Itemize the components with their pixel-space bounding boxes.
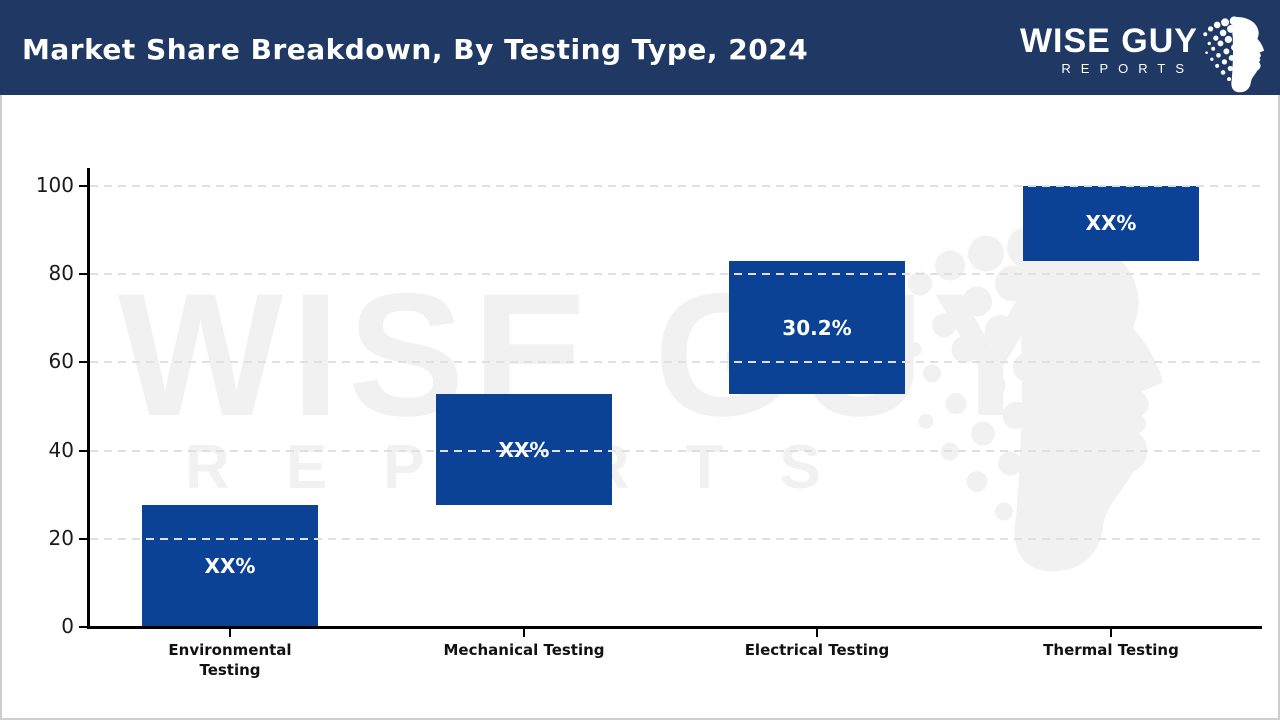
y-tick-label: 80: [48, 261, 74, 286]
x-category-label-line: Environmental: [168, 641, 292, 659]
bar-value-label: 30.2%: [782, 315, 852, 340]
x-tick-mark: [229, 629, 231, 637]
y-tick-mark: [79, 273, 88, 276]
x-category-label: Electrical Testing: [697, 640, 937, 660]
watermark-head-icon: [887, 226, 1163, 572]
head-dots-icon: [1203, 16, 1265, 93]
gridline: [90, 537, 1262, 540]
x-tick-mark: [1110, 629, 1112, 637]
y-tick-mark: [79, 185, 88, 187]
page-title: Market Share Breakdown, By Testing Type,…: [22, 33, 809, 66]
x-category-label: Mechanical Testing: [404, 640, 644, 660]
x-category-label: Environmental Testing: [110, 640, 350, 680]
y-tick-mark: [79, 626, 88, 628]
y-tick-mark: [79, 361, 88, 364]
brand-wordmark: WISE GUY: [1019, 22, 1198, 60]
bar: 30.2%: [729, 260, 905, 395]
brand-subtitle: REPORTS: [1061, 61, 1194, 76]
brand-logo: WISE GUY REPORTS: [1020, 8, 1266, 93]
bar-value-label: XX%: [204, 554, 256, 579]
x-category-label-line: Electrical Testing: [744, 641, 890, 659]
y-axis-spine: [87, 168, 90, 629]
gridline: [90, 185, 1262, 187]
x-category-label-line: Testing: [199, 661, 261, 679]
x-tick-mark: [816, 629, 818, 637]
gridline: [90, 361, 1262, 364]
header-bar: Market Share Breakdown, By Testing Type,…: [0, 0, 1280, 95]
y-tick-label: 40: [48, 437, 74, 462]
x-tick-mark: [523, 629, 525, 637]
y-tick-mark: [79, 449, 88, 452]
x-axis-spine: [88, 626, 1262, 629]
y-tick-label: 0: [61, 614, 74, 638]
gridline: [90, 273, 1262, 276]
x-category-label-line: Mechanical Testing: [443, 641, 605, 659]
x-category-label-line: Thermal Testing: [1043, 641, 1179, 659]
bar-value-label: XX%: [1085, 211, 1137, 236]
y-tick-label: 20: [48, 525, 74, 550]
bar: XX%: [1023, 186, 1199, 261]
y-tick-label: 100: [35, 173, 74, 197]
y-tick-label: 60: [48, 349, 74, 374]
y-tick-mark: [79, 537, 88, 540]
gridline: [90, 449, 1262, 452]
bar: XX%: [142, 505, 318, 627]
x-category-label: Thermal Testing: [991, 640, 1231, 660]
